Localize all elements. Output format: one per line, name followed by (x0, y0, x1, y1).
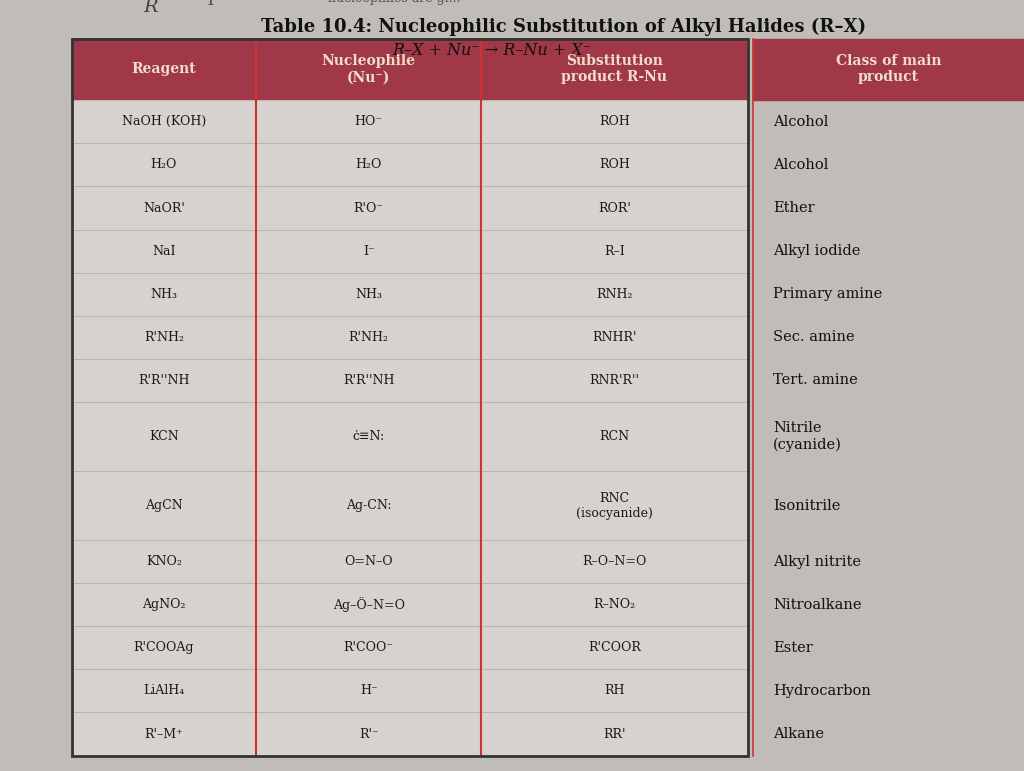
Text: Alkane: Alkane (773, 727, 824, 741)
Text: H₂O: H₂O (151, 158, 177, 171)
Text: Sec. amine: Sec. amine (773, 330, 855, 345)
Text: AgCN: AgCN (145, 499, 182, 512)
Text: ROH: ROH (599, 116, 630, 128)
Text: R'COO⁻: R'COO⁻ (344, 641, 393, 655)
Text: RCN: RCN (599, 430, 630, 443)
Bar (72, 39, 748, 756)
Text: Alkyl nitrite: Alkyl nitrite (773, 554, 861, 568)
Bar (0, 0, 1024, 100)
Text: R'O⁻: R'O⁻ (353, 201, 384, 214)
Text: RR': RR' (603, 728, 626, 740)
Text: R'NH₂: R'NH₂ (143, 331, 184, 344)
Text: R'COOAg: R'COOAg (133, 641, 195, 655)
Text: Substitution
product R-Nu: Substitution product R-Nu (561, 54, 668, 85)
Text: R'COOR: R'COOR (588, 641, 641, 655)
Text: RNR'R'': RNR'R'' (590, 374, 639, 387)
Text: R'⁻: R'⁻ (358, 728, 379, 740)
Text: Nucleophile
(Nu⁻): Nucleophile (Nu⁻) (322, 54, 416, 85)
Text: Table 10.4: Nucleophilic Substitution of Alkyl Halides (R–X): Table 10.4: Nucleophilic Substitution of… (261, 18, 865, 36)
Text: Alkyl iodide: Alkyl iodide (773, 244, 860, 258)
Text: Ester: Ester (773, 641, 813, 655)
Text: RNH₂: RNH₂ (596, 288, 633, 301)
Text: NaI: NaI (153, 244, 175, 258)
Text: R'NH₂: R'NH₂ (348, 331, 389, 344)
Text: RNHR': RNHR' (592, 331, 637, 344)
Text: R–I: R–I (604, 244, 625, 258)
Text: Primary amine: Primary amine (773, 288, 883, 301)
Text: Nitrile
(cyanide): Nitrile (cyanide) (773, 421, 842, 452)
Text: ċ≡N:: ċ≡N: (352, 430, 385, 443)
Text: LiAlH₄: LiAlH₄ (143, 685, 184, 698)
Text: 1: 1 (205, 0, 215, 8)
Text: NaOH (KOH): NaOH (KOH) (122, 116, 206, 128)
Text: H₂O: H₂O (355, 158, 382, 171)
Text: ROH: ROH (599, 158, 630, 171)
Text: Tert. amine: Tert. amine (773, 373, 858, 388)
Bar (753, 100, 1024, 756)
Text: R'–M⁺: R'–M⁺ (144, 728, 183, 740)
Text: NH₃: NH₃ (355, 288, 382, 301)
Bar (753, 39, 1024, 100)
Text: Hydrocarbon: Hydrocarbon (773, 684, 871, 698)
Text: AgNO₂: AgNO₂ (142, 598, 185, 611)
Text: R–O–N=O: R–O–N=O (583, 555, 646, 568)
Text: Isonitrile: Isonitrile (773, 499, 841, 513)
Text: HO⁻: HO⁻ (354, 116, 383, 128)
FancyBboxPatch shape (72, 39, 748, 100)
Text: RH: RH (604, 685, 625, 698)
Text: Nitroalkane: Nitroalkane (773, 598, 861, 611)
Text: NaOR': NaOR' (143, 201, 184, 214)
Text: Class of main
product: Class of main product (836, 54, 941, 85)
Bar (72, 100, 748, 756)
Text: Ag–Ö–N=O: Ag–Ö–N=O (333, 598, 404, 612)
Text: R–NO₂: R–NO₂ (593, 598, 636, 611)
Text: R'R''NH: R'R''NH (138, 374, 189, 387)
Text: Ether: Ether (773, 201, 815, 215)
Text: ROR': ROR' (598, 201, 631, 214)
Text: R'R''NH: R'R''NH (343, 374, 394, 387)
Text: KNO₂: KNO₂ (145, 555, 182, 568)
Text: Ag-CN:: Ag-CN: (346, 499, 391, 512)
Text: Alcohol: Alcohol (773, 158, 828, 172)
Text: R: R (143, 0, 158, 15)
Text: Alcohol: Alcohol (773, 115, 828, 129)
Text: NH₃: NH₃ (151, 288, 177, 301)
Text: KCN: KCN (148, 430, 179, 443)
Text: RNC
(isocyanide): RNC (isocyanide) (575, 491, 653, 520)
Text: nucleophiles are gi...: nucleophiles are gi... (328, 0, 460, 5)
Text: I⁻: I⁻ (362, 244, 375, 258)
Text: O=N–O: O=N–O (344, 555, 393, 568)
Text: Reagent: Reagent (131, 62, 197, 76)
Text: H⁻: H⁻ (359, 685, 378, 698)
Text: R–X + Nu⁻ → R–Nu + X⁻: R–X + Nu⁻ → R–Nu + X⁻ (392, 42, 591, 59)
